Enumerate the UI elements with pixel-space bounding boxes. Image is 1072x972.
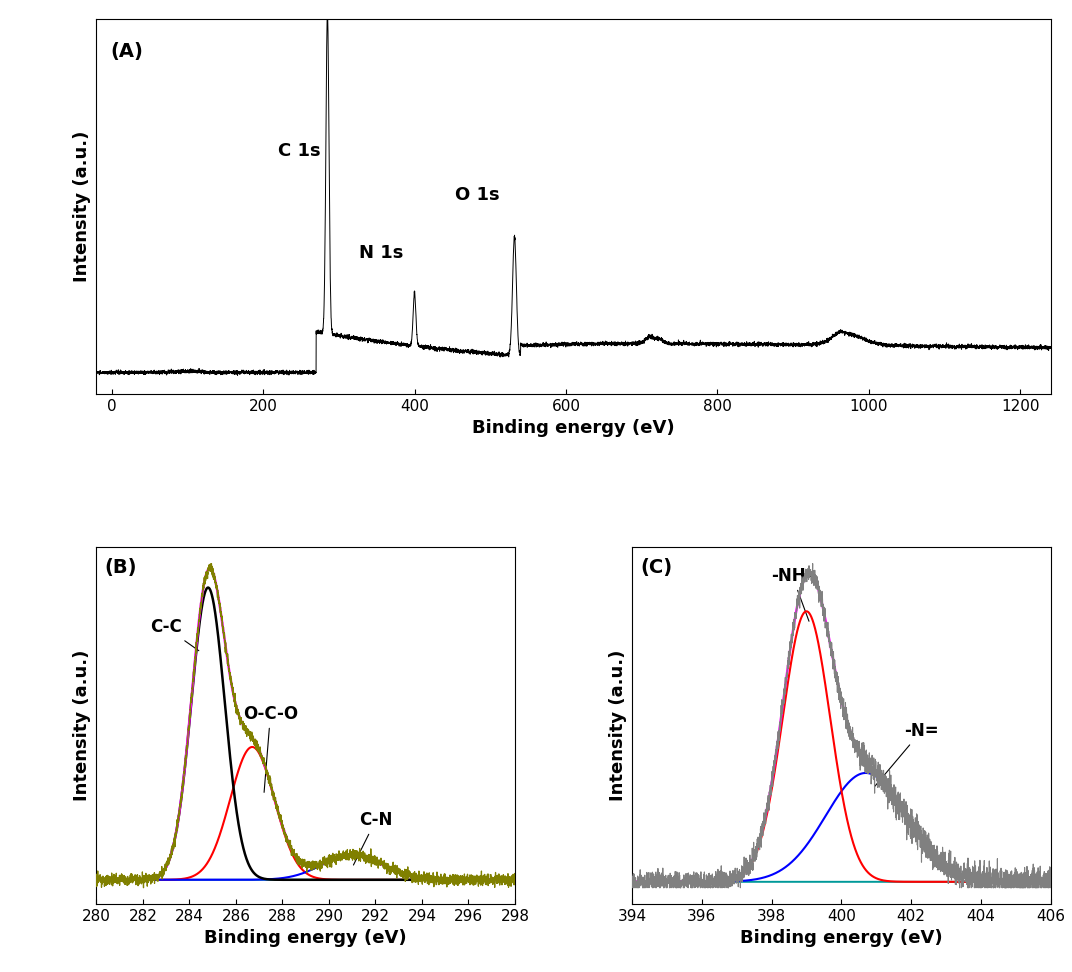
- Text: (C): (C): [640, 558, 672, 577]
- Text: O-C-O: O-C-O: [243, 705, 298, 792]
- Text: (B): (B): [105, 558, 137, 577]
- X-axis label: Binding energy (eV): Binding energy (eV): [740, 929, 942, 948]
- Text: N 1s: N 1s: [359, 244, 403, 261]
- Text: C 1s: C 1s: [278, 142, 321, 159]
- Y-axis label: Intensity (a.u.): Intensity (a.u.): [73, 131, 91, 282]
- X-axis label: Binding energy (eV): Binding energy (eV): [205, 929, 407, 948]
- Text: -N=: -N=: [875, 722, 939, 786]
- Y-axis label: Intensity (a.u.): Intensity (a.u.): [609, 650, 626, 801]
- Text: -NH-: -NH-: [772, 567, 813, 621]
- Text: O 1s: O 1s: [456, 186, 500, 204]
- Text: C-N: C-N: [354, 811, 392, 865]
- Text: (A): (A): [110, 42, 144, 61]
- Y-axis label: Intensity (a.u.): Intensity (a.u.): [73, 650, 91, 801]
- X-axis label: Binding energy (eV): Binding energy (eV): [472, 419, 675, 437]
- Text: C-C: C-C: [150, 618, 198, 650]
